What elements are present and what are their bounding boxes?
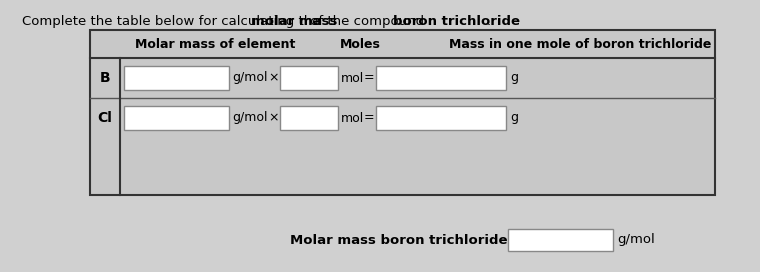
Bar (124, 106, 229, 130)
Text: molar mass: molar mass (252, 15, 338, 28)
Text: Moles: Moles (340, 38, 381, 51)
Bar (508, 229, 613, 251)
Text: Molar mass boron trichloride =: Molar mass boron trichloride = (290, 233, 523, 246)
Text: Complete the table below for calculating the: Complete the table below for calculating… (22, 15, 325, 28)
Text: g/mol: g/mol (232, 112, 268, 125)
Bar (90, 30, 715, 195)
Text: =: = (364, 112, 375, 125)
Text: Mass in one mole of boron trichloride: Mass in one mole of boron trichloride (449, 38, 711, 51)
Bar (376, 106, 506, 130)
Bar (124, 66, 229, 90)
Bar (280, 66, 338, 90)
Text: g: g (510, 72, 518, 85)
Text: g: g (510, 112, 518, 125)
Bar (376, 66, 506, 90)
Text: mol: mol (341, 72, 364, 85)
Text: B: B (100, 71, 110, 85)
Text: ×: × (268, 112, 278, 125)
Text: ×: × (268, 72, 278, 85)
Text: of the compound: of the compound (306, 15, 429, 28)
Text: .: . (486, 15, 491, 28)
Text: Cl: Cl (97, 111, 112, 125)
Text: g/mol: g/mol (617, 233, 655, 246)
Text: g/mol: g/mol (232, 72, 268, 85)
Text: =: = (364, 72, 375, 85)
Text: boron trichloride: boron trichloride (393, 15, 520, 28)
Text: mol: mol (341, 112, 364, 125)
Text: Molar mass of element: Molar mass of element (135, 38, 295, 51)
Bar (280, 106, 338, 130)
